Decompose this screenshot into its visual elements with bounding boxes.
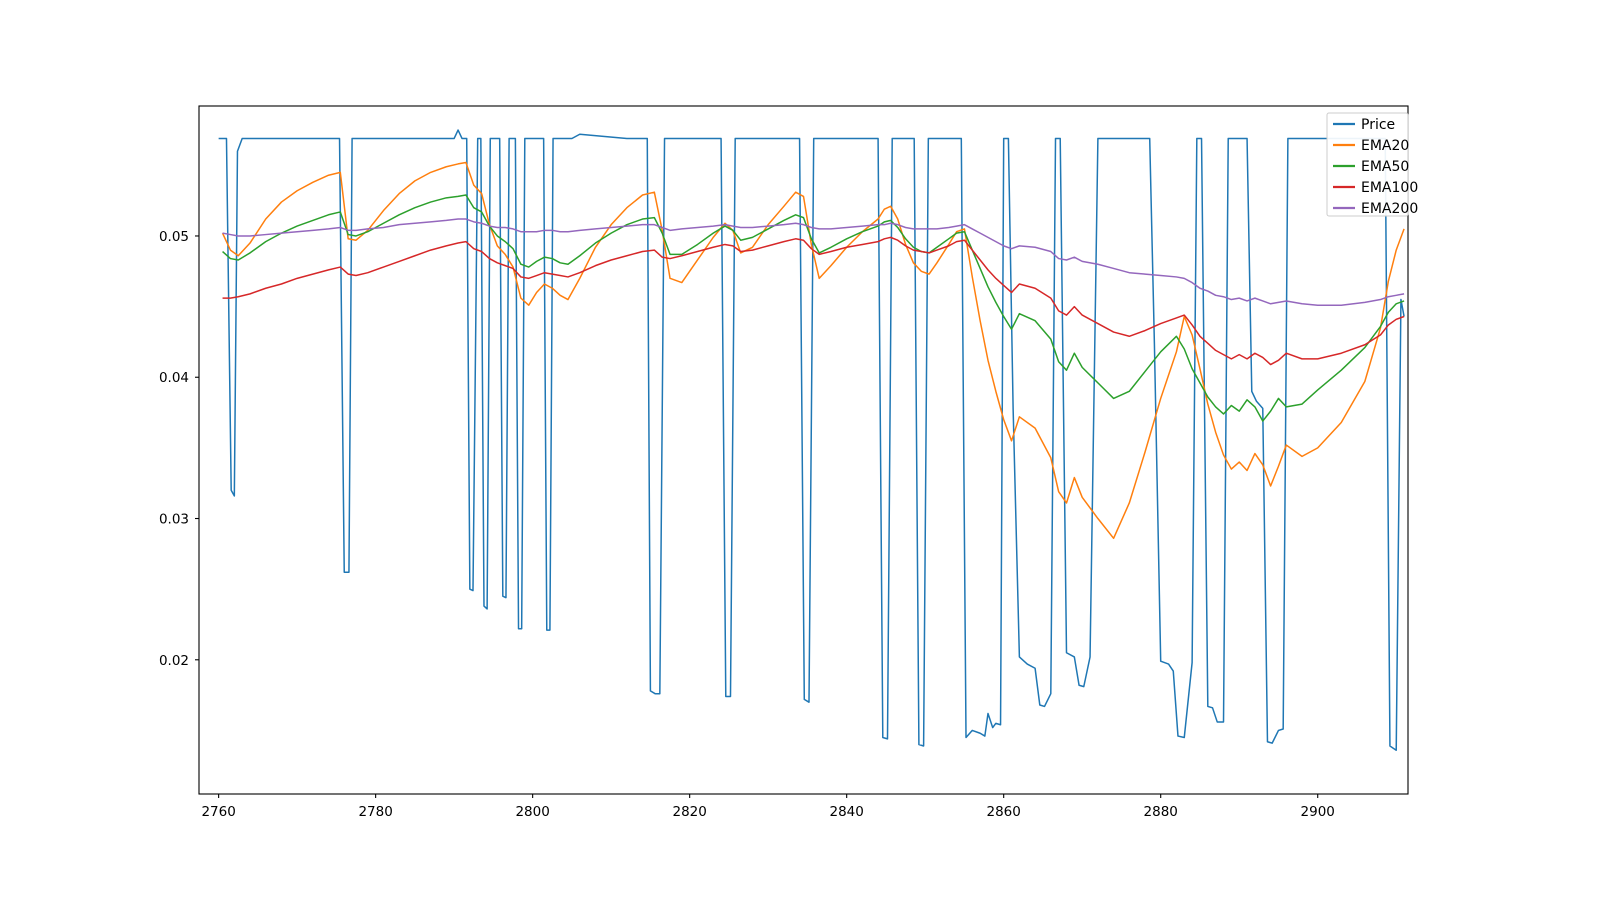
legend[interactable]: Price EMA20 EMA50 EMA100 EMA200 (1326, 112, 1418, 217)
legend-label-price: Price (1361, 117, 1395, 133)
axes-frame (198, 105, 1409, 795)
x-tick-label: 2760 (201, 804, 235, 820)
legend-frame (1326, 112, 1409, 217)
series-line-ema200 (222, 218, 1405, 306)
x-tick-label: 2840 (829, 804, 863, 820)
y-tick-label: 0.04 (159, 370, 189, 386)
x-tick-label: 2800 (515, 804, 549, 820)
axes-spines (198, 105, 1409, 795)
y-axis-ticks: 0.02 0.03 0.04 0.05 (159, 229, 199, 669)
y-tick-label: 0.05 (159, 229, 189, 245)
y-tick-label: 0.03 (159, 512, 189, 528)
series-line-ema50 (222, 194, 1405, 422)
x-tick-label: 2900 (1301, 804, 1335, 820)
legend-label-ema100: EMA100 (1361, 180, 1418, 196)
series-line-price (218, 129, 1405, 751)
y-tick-label: 0.02 (159, 653, 189, 669)
x-axis-ticks: 2760 2780 2800 2820 2840 2860 2880 2900 (201, 794, 1335, 820)
x-tick-label: 2780 (358, 804, 392, 820)
x-tick-label: 2820 (672, 804, 706, 820)
x-tick-label: 2880 (1144, 804, 1178, 820)
legend-label-ema20: EMA20 (1361, 138, 1409, 154)
x-tick-label: 2860 (987, 804, 1021, 820)
series-line-ema100 (222, 236, 1405, 366)
legend-label-ema200: EMA200 (1361, 201, 1418, 217)
data-series-group (218, 129, 1405, 751)
legend-label-ema50: EMA50 (1361, 159, 1409, 175)
series-line-ema20 (221, 161, 1405, 540)
